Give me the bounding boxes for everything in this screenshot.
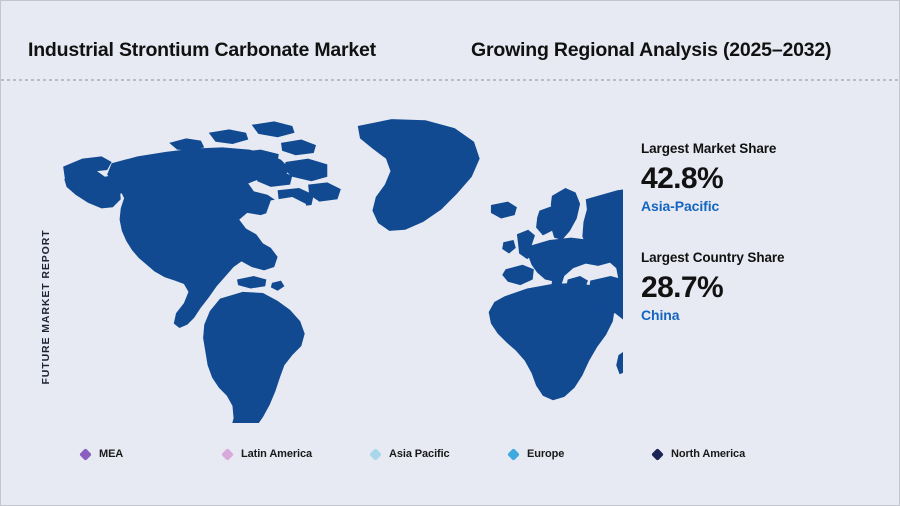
legend-dot-icon-latin-america — [221, 447, 234, 461]
stats-panel: Largest Market Share 42.8% Asia-Pacific … — [641, 141, 881, 359]
legend-label-mea: MEA — [99, 448, 124, 460]
legend-label-north-america: North America — [671, 448, 746, 460]
legend-item-north-america[interactable]: North America — [651, 447, 746, 461]
legend-item-latin-america[interactable]: Latin America — [221, 447, 313, 461]
page-subtitle: Growing Regional Analysis (2025–2032) — [471, 39, 832, 61]
map-legend: MEA Latin America Asia Pacific Europe No… — [79, 447, 801, 468]
stat-block-country-share: Largest Country Share 28.7% China — [641, 250, 881, 323]
stat-block-market-share: Largest Market Share 42.8% Asia-Pacific — [641, 141, 881, 214]
legend-label-latin-america: Latin America — [241, 448, 313, 460]
header: Industrial Strontium Carbonate Market Gr… — [1, 1, 899, 81]
legend-item-mea[interactable]: MEA — [79, 447, 124, 461]
legend-dot-icon-mea — [79, 447, 92, 461]
header-divider — [1, 79, 899, 81]
legend-label-europe: Europe — [527, 448, 565, 460]
legend-dot-icon-europe — [507, 447, 520, 461]
brand-watermark: FUTURE MARKET REPORT — [40, 229, 52, 385]
stat-region-market-share: Asia-Pacific — [641, 198, 720, 214]
legend-label-asia-pacific: Asia Pacific — [389, 448, 450, 460]
stat-value-country-share: 28.7% — [641, 271, 724, 304]
world-map-container — [53, 93, 623, 423]
stat-value-market-share: 42.8% — [641, 162, 724, 195]
page-title: Industrial Strontium Carbonate Market — [28, 39, 376, 61]
legend-dot-icon-north-america — [651, 447, 664, 461]
map-landmasses — [63, 119, 623, 423]
legend-dot-icon-asia-pacific — [369, 447, 382, 461]
stat-region-country-share: China — [641, 307, 680, 323]
legend-item-europe[interactable]: Europe — [507, 447, 565, 461]
stat-label-country-share: Largest Country Share — [641, 250, 785, 265]
legend-item-asia-pacific[interactable]: Asia Pacific — [369, 447, 450, 461]
world-map-icon — [63, 119, 623, 423]
stat-label-market-share: Largest Market Share — [641, 141, 777, 156]
